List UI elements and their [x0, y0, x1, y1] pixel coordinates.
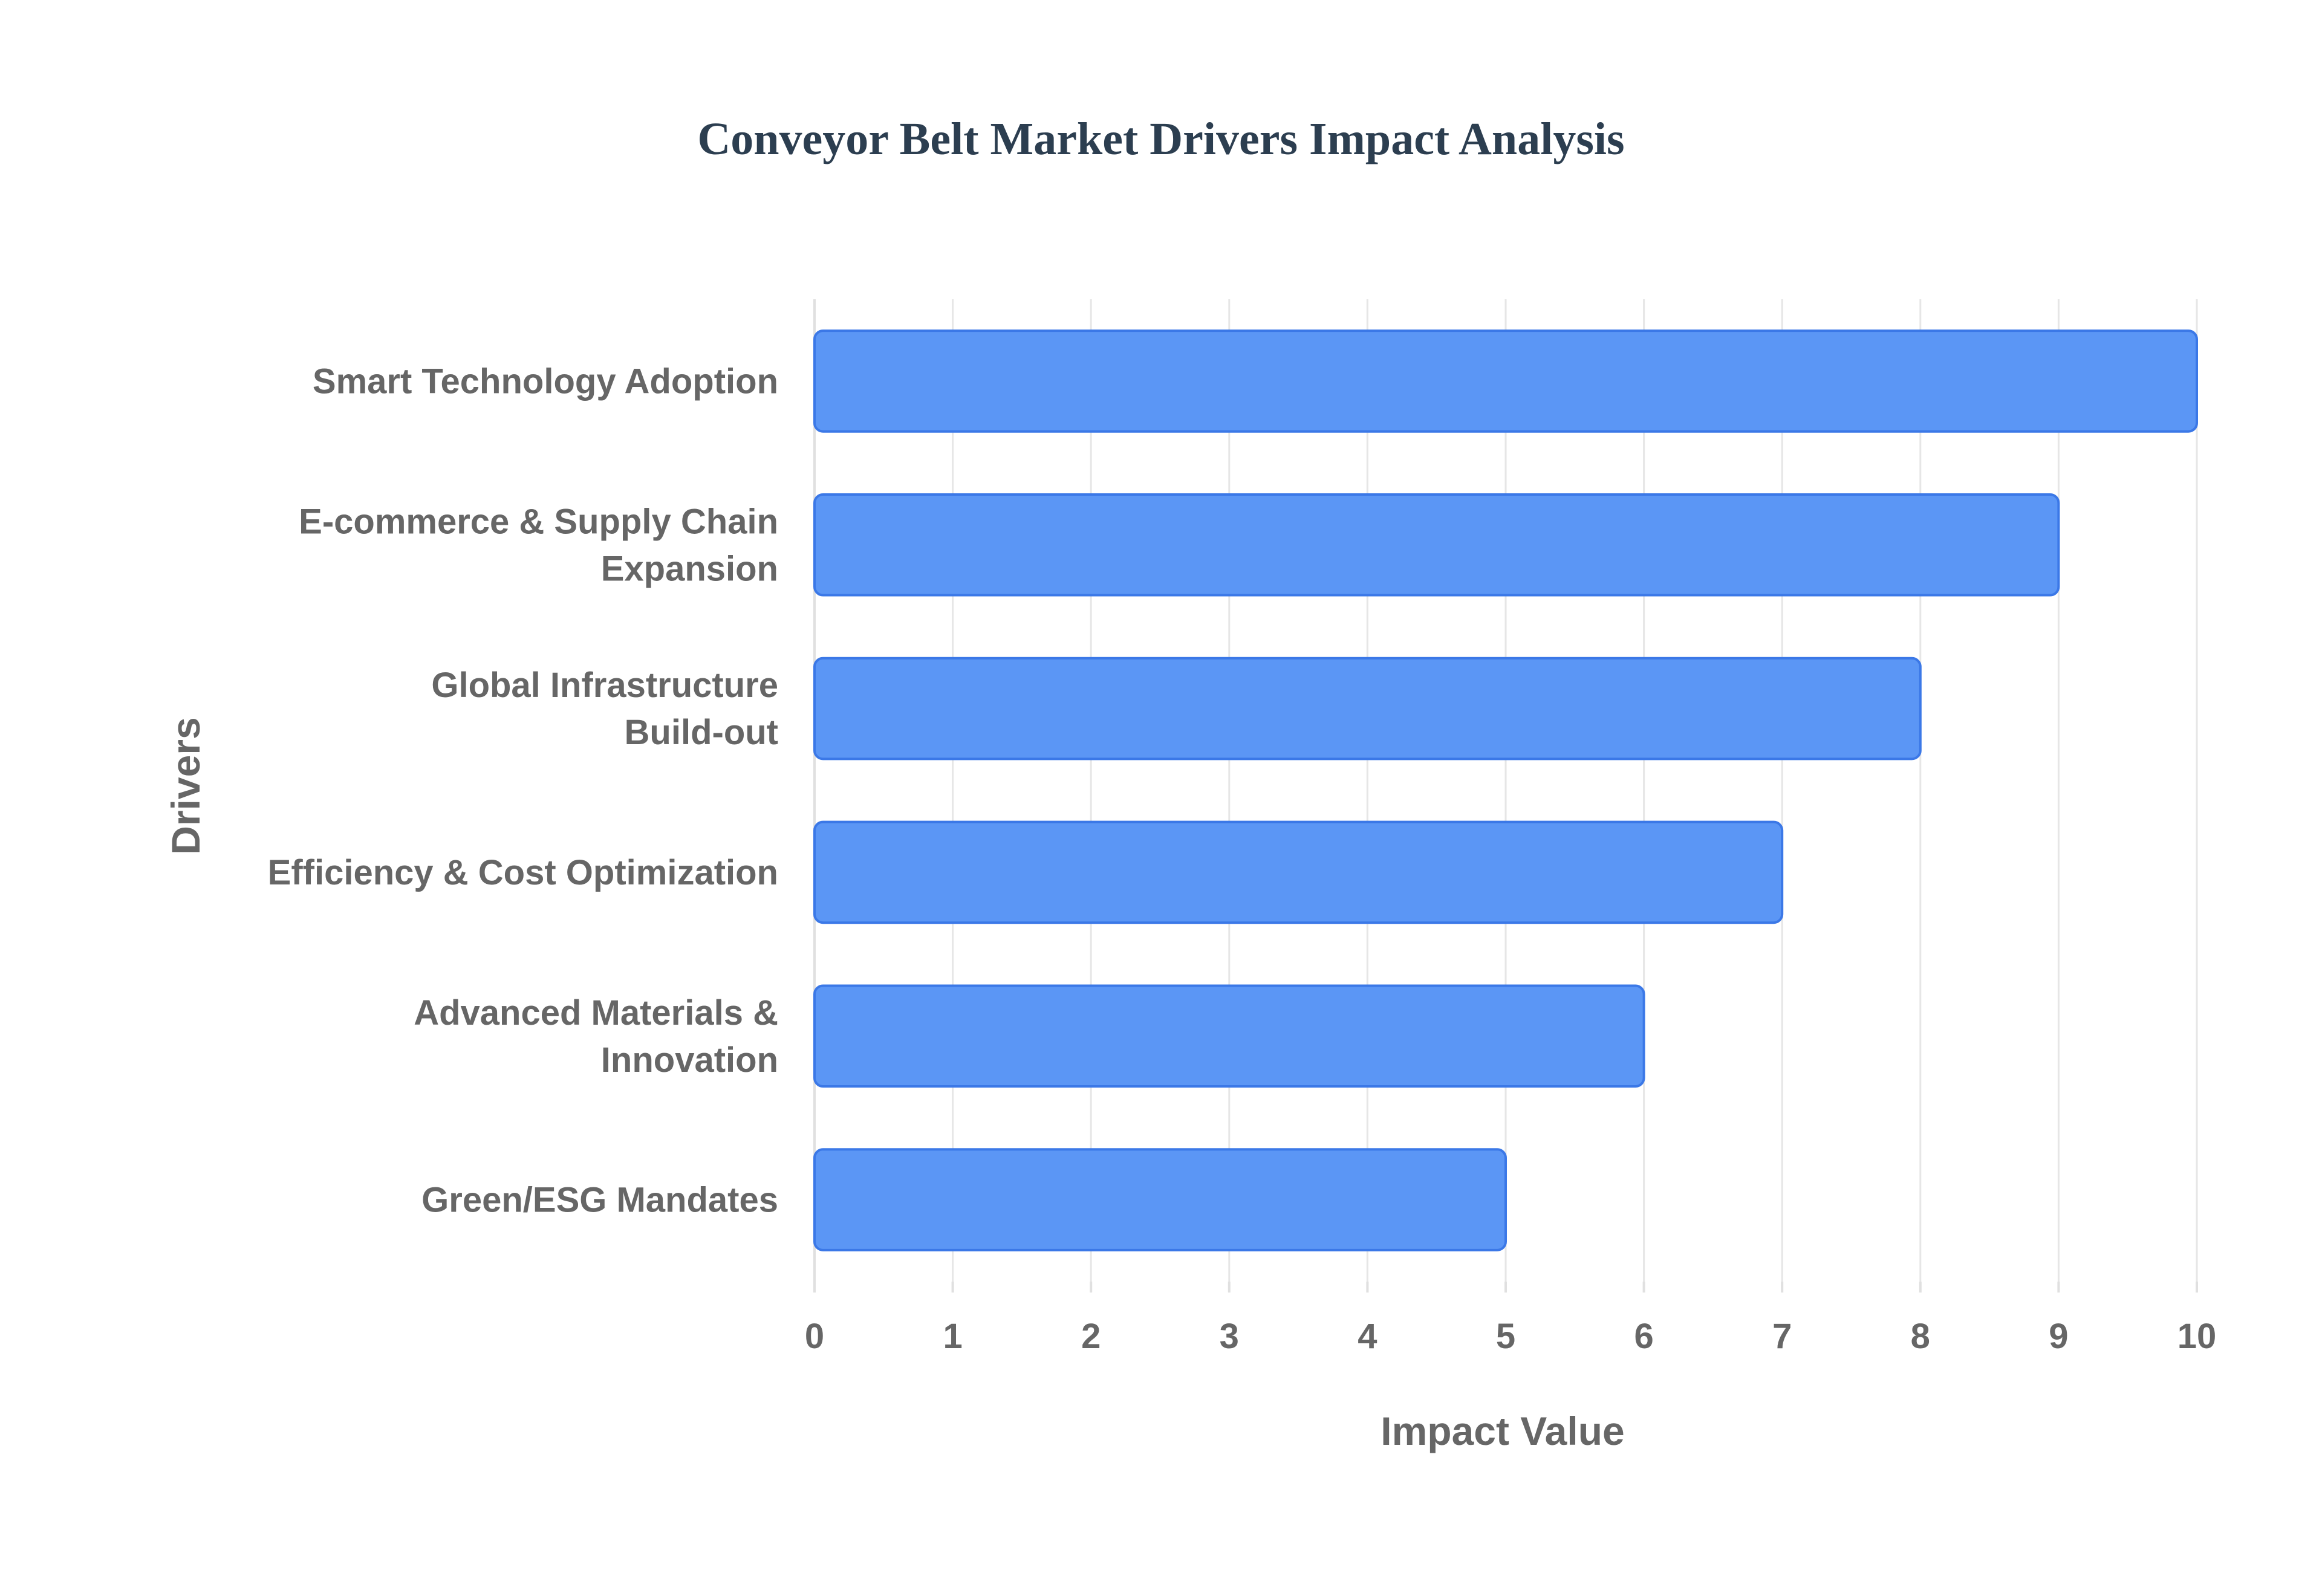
- grid-lines: [813, 299, 2198, 1289]
- chart-title: Conveyor Belt Market Drivers Impact Anal…: [697, 114, 1624, 164]
- category-label: Green/ESG Mandates: [421, 1181, 778, 1220]
- bar: [813, 657, 1922, 761]
- x-tick-label: 5: [1496, 1317, 1515, 1356]
- bars: [813, 329, 2198, 1251]
- x-axis-title: Impact Value: [1381, 1409, 1625, 1453]
- x-tick-label: 3: [1220, 1317, 1239, 1356]
- bar: [813, 1148, 1507, 1251]
- category-label: Efficiency & Cost Optimization: [268, 853, 778, 892]
- x-tick-label: 10: [2177, 1317, 2217, 1356]
- x-axis-ticks: 0 1 2 3 4 5 6 7 8 9 10: [805, 1282, 2216, 1356]
- x-tick-label: 6: [1634, 1317, 1653, 1356]
- x-tick-label: 2: [1081, 1317, 1101, 1356]
- category-labels: Smart Technology Adoption E-commerce & Su…: [268, 362, 778, 1219]
- bar: [813, 820, 1784, 924]
- x-tick-label: 7: [1772, 1317, 1792, 1356]
- category-label: Global Infrastructure Build-out: [431, 666, 778, 752]
- x-tick-label: 4: [1358, 1317, 1377, 1356]
- x-tick-label: 0: [805, 1317, 824, 1356]
- x-tick-label: 9: [2049, 1317, 2068, 1356]
- bar: [813, 493, 2060, 597]
- category-label: E-commerce & Supply Chain Expansion: [299, 502, 778, 588]
- bar: [813, 329, 2198, 433]
- x-tick-label: 1: [943, 1317, 962, 1356]
- y-axis-title: Drivers: [163, 717, 208, 855]
- category-label: Smart Technology Adoption: [313, 362, 778, 401]
- bar: [813, 984, 1645, 1088]
- x-tick-label: 8: [1911, 1317, 1930, 1356]
- category-label: Advanced Materials & Innovation: [414, 993, 778, 1080]
